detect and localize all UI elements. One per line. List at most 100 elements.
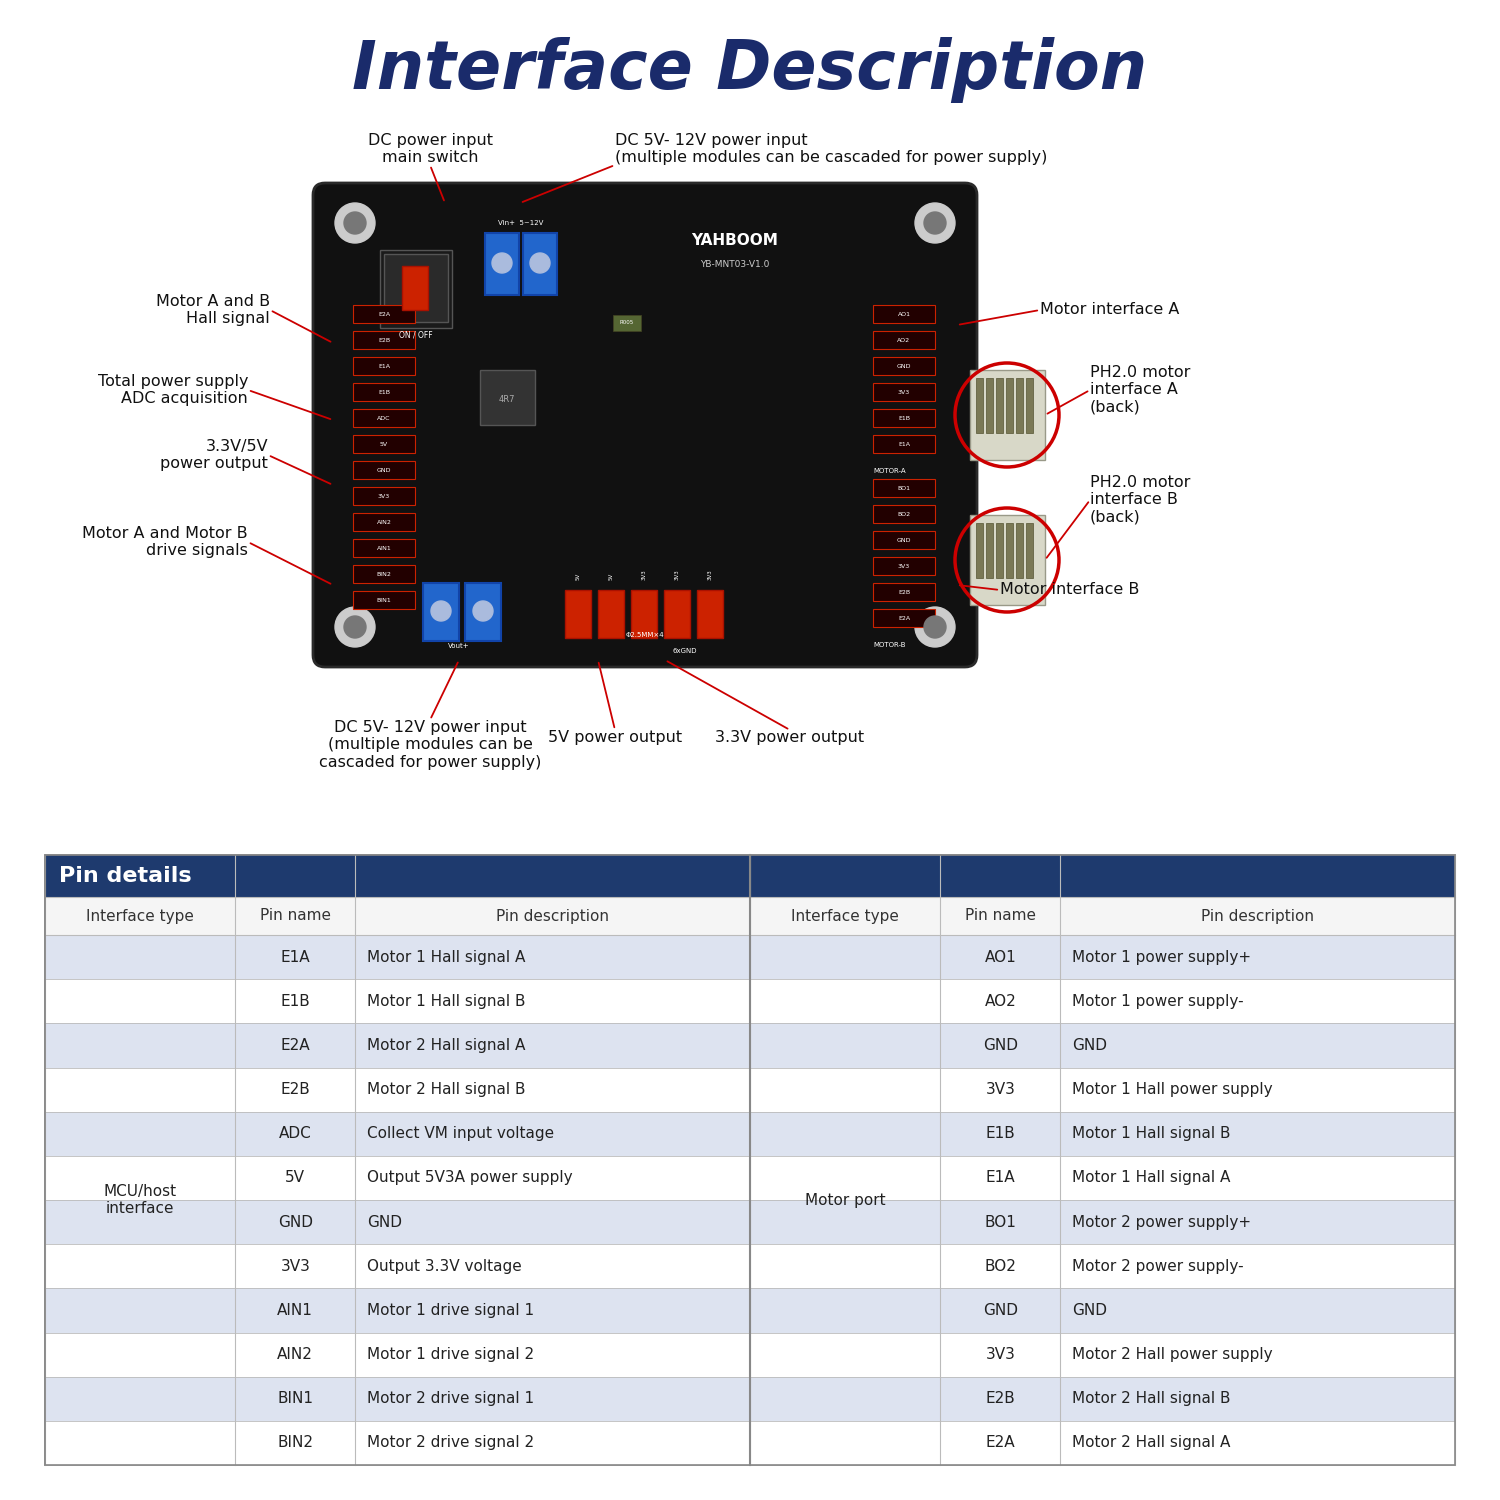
Text: Motor 2 Hall signal B: Motor 2 Hall signal B — [1072, 1390, 1230, 1406]
Text: DC 5V- 12V power input
(multiple modules can be cascaded for power supply): DC 5V- 12V power input (multiple modules… — [615, 132, 1047, 165]
Text: YB-MNT03-V1.0: YB-MNT03-V1.0 — [700, 260, 770, 268]
Bar — [996, 378, 1004, 433]
Text: Interface type: Interface type — [790, 909, 898, 924]
Text: E2A: E2A — [280, 1038, 310, 1053]
Bar — [566, 590, 591, 638]
Bar — [45, 1156, 1455, 1200]
Text: ADC: ADC — [378, 417, 390, 422]
Text: 3V3: 3V3 — [898, 390, 910, 396]
Text: AO1: AO1 — [984, 950, 1016, 964]
Bar — [996, 524, 1004, 578]
Text: GND: GND — [897, 364, 910, 369]
Text: Total power supply
ADC acquisition: Total power supply ADC acquisition — [98, 374, 248, 406]
Bar — [1026, 524, 1033, 578]
Text: Pin details: Pin details — [58, 865, 192, 886]
Bar — [632, 590, 657, 638]
Text: Φ2.5MM×4: Φ2.5MM×4 — [626, 632, 664, 638]
Text: AIN2: AIN2 — [278, 1347, 314, 1362]
Bar — [352, 332, 416, 350]
Bar — [698, 590, 723, 638]
Bar — [45, 897, 1455, 934]
Bar — [352, 435, 416, 453]
Bar — [1026, 378, 1033, 433]
Text: E2A: E2A — [898, 616, 910, 621]
Circle shape — [334, 608, 375, 646]
Text: Motor A and B
Hall signal: Motor A and B Hall signal — [156, 294, 270, 326]
Circle shape — [472, 602, 494, 621]
Text: 3.3V/5V
power output: 3.3V/5V power output — [160, 440, 268, 471]
Text: Motor interface A: Motor interface A — [1040, 303, 1179, 318]
FancyBboxPatch shape — [314, 183, 977, 668]
Text: E1A: E1A — [898, 442, 910, 447]
Bar — [45, 1112, 1455, 1156]
Text: 3V3: 3V3 — [675, 570, 680, 580]
Text: Motor 2 power supply-: Motor 2 power supply- — [1072, 1258, 1244, 1274]
Bar — [352, 566, 416, 584]
Bar — [976, 378, 982, 433]
Text: Motor 1 power supply+: Motor 1 power supply+ — [1072, 950, 1251, 964]
Bar — [45, 980, 1455, 1023]
Text: R005: R005 — [620, 321, 634, 326]
Text: GND: GND — [982, 1038, 1018, 1053]
Text: 4R7: 4R7 — [498, 396, 516, 405]
Bar — [873, 435, 934, 453]
Text: E2A: E2A — [986, 1436, 1016, 1450]
Text: MOTOR-A: MOTOR-A — [873, 468, 906, 474]
Circle shape — [924, 616, 946, 638]
Bar — [873, 584, 934, 602]
Bar — [986, 524, 993, 578]
Bar — [524, 232, 556, 296]
Text: E1B: E1B — [280, 994, 310, 1008]
Bar — [873, 531, 934, 549]
Text: 3V3: 3V3 — [898, 564, 910, 570]
Bar — [352, 513, 416, 531]
Text: GND: GND — [897, 538, 910, 543]
Text: E2B: E2B — [378, 339, 390, 344]
Bar — [986, 378, 993, 433]
Bar — [45, 855, 1455, 897]
Text: Motor interface B: Motor interface B — [1000, 582, 1140, 597]
Text: MCU/host
interface: MCU/host interface — [104, 1184, 177, 1216]
Text: E1B: E1B — [986, 1126, 1016, 1142]
Text: MOTOR-B: MOTOR-B — [873, 642, 906, 648]
Bar — [45, 934, 1455, 980]
Circle shape — [915, 202, 956, 243]
Text: Motor 2 drive signal 1: Motor 2 drive signal 1 — [368, 1390, 534, 1406]
Bar — [45, 1420, 1455, 1466]
Text: AIN2: AIN2 — [376, 520, 392, 525]
Circle shape — [492, 254, 512, 273]
Text: E2B: E2B — [898, 591, 910, 596]
Text: GND: GND — [1072, 1038, 1107, 1053]
Bar — [352, 410, 416, 428]
Bar — [598, 590, 624, 638]
Text: Pin description: Pin description — [1202, 909, 1314, 924]
Text: Motor 2 Hall signal A: Motor 2 Hall signal A — [1072, 1436, 1230, 1450]
Bar — [352, 538, 416, 556]
Text: E2B: E2B — [986, 1390, 1016, 1406]
Text: Motor 1 Hall signal B: Motor 1 Hall signal B — [1072, 1126, 1230, 1142]
Bar — [384, 254, 448, 322]
Text: Vout+: Vout+ — [448, 644, 470, 650]
Bar — [45, 1288, 1455, 1332]
Text: GND: GND — [1072, 1304, 1107, 1318]
Text: 5V: 5V — [380, 442, 388, 447]
Text: Interface Description: Interface Description — [352, 38, 1148, 104]
Bar — [45, 855, 1455, 1466]
Text: BO1: BO1 — [897, 486, 910, 492]
Text: AO2: AO2 — [984, 994, 1016, 1008]
Text: E1A: E1A — [280, 950, 310, 964]
Text: BO1: BO1 — [984, 1215, 1016, 1230]
Bar — [873, 478, 934, 496]
Text: 3V3: 3V3 — [642, 570, 646, 580]
Text: ADC: ADC — [279, 1126, 312, 1142]
Bar — [873, 556, 934, 574]
Text: 3V3: 3V3 — [280, 1258, 310, 1274]
Bar — [1016, 378, 1023, 433]
Bar — [423, 584, 459, 640]
Text: 5V: 5V — [576, 573, 580, 580]
Text: Motor 2 Hall signal A: Motor 2 Hall signal A — [368, 1038, 525, 1053]
Text: BIN1: BIN1 — [376, 598, 392, 603]
Circle shape — [915, 608, 956, 646]
Circle shape — [344, 211, 366, 234]
Bar — [45, 855, 1455, 1466]
